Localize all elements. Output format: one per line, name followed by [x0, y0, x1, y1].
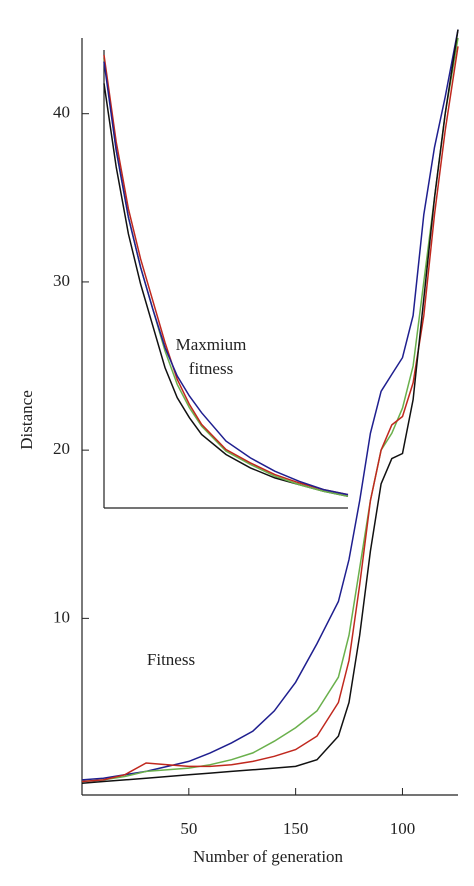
x-tick-label: 150 [283, 819, 309, 838]
series-line [103, 83, 349, 498]
annotation: fitness [189, 359, 233, 378]
series-line [103, 61, 349, 496]
y-tick-label: 40 [53, 103, 70, 122]
y-tick-label: 20 [53, 439, 70, 458]
x-axis-label: Number of generation [193, 847, 344, 866]
x-tick-label: 100 [390, 819, 416, 838]
x-tick-label: 50 [180, 819, 197, 838]
series-line [81, 29, 459, 781]
series-line [81, 29, 459, 784]
series-line [81, 46, 459, 783]
series-line [103, 58, 349, 498]
series-line [103, 54, 349, 496]
y-axis-label: Distance [17, 390, 36, 449]
series-line [81, 37, 459, 783]
y-tick-label: 10 [53, 607, 70, 626]
annotation: Maxmium [176, 335, 247, 354]
y-tick-label: 30 [53, 271, 70, 290]
annotation: Fitness [147, 650, 195, 669]
